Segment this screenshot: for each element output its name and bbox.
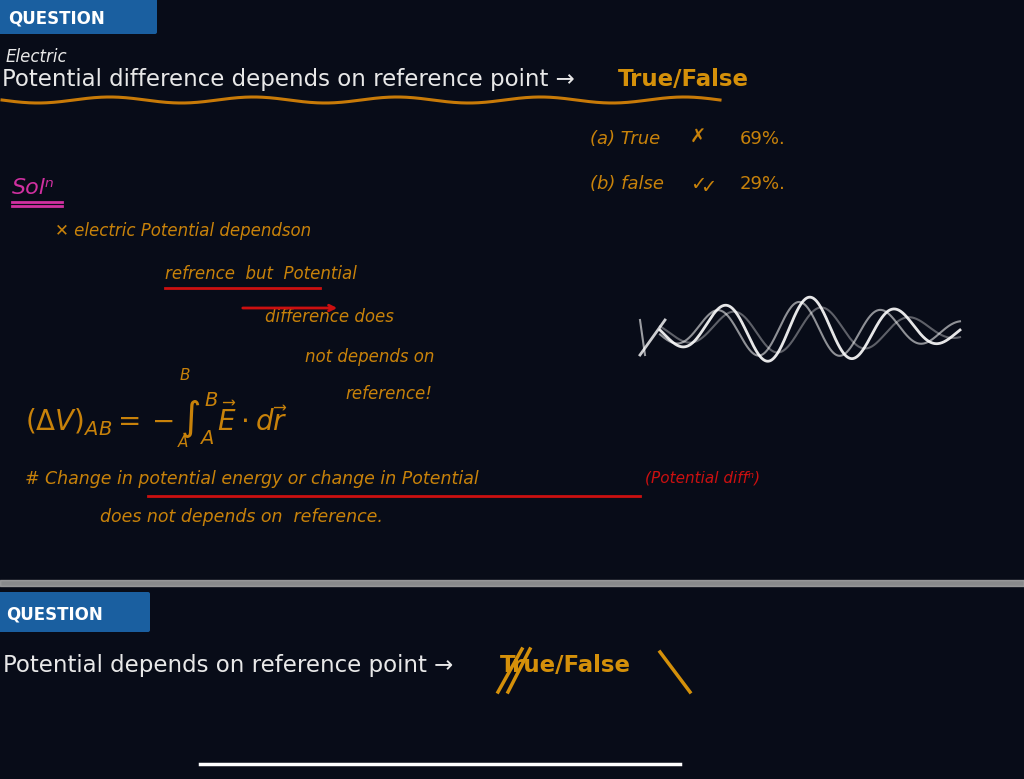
Text: 69%.: 69%. xyxy=(740,130,785,148)
Text: (Potential diffⁿ): (Potential diffⁿ) xyxy=(645,470,760,485)
Text: A: A xyxy=(178,435,188,450)
Text: (a) True: (a) True xyxy=(590,130,660,148)
FancyBboxPatch shape xyxy=(0,0,157,34)
Text: Potential difference depends on reference point →: Potential difference depends on referenc… xyxy=(2,68,582,91)
Text: # Change in potential energy or change in Potential: # Change in potential energy or change i… xyxy=(25,470,479,488)
Text: reference!: reference! xyxy=(345,385,432,403)
Text: True/False: True/False xyxy=(618,68,749,91)
Text: Potential depends on reference point →: Potential depends on reference point → xyxy=(3,654,461,677)
Text: Electric: Electric xyxy=(6,48,68,66)
Text: ✕ electric Potential dependson: ✕ electric Potential dependson xyxy=(55,222,311,240)
Text: Solⁿ: Solⁿ xyxy=(12,178,54,198)
Text: True/False: True/False xyxy=(500,654,631,677)
Text: $\left(\Delta V\right)_{AB} = -\int_A^B \vec{E} \cdot d\vec{r}$: $\left(\Delta V\right)_{AB} = -\int_A^B … xyxy=(25,390,288,446)
Text: (b) false: (b) false xyxy=(590,175,664,193)
FancyBboxPatch shape xyxy=(0,592,150,632)
Text: 29%.: 29%. xyxy=(740,175,785,193)
Text: ✗: ✗ xyxy=(690,128,707,147)
Text: B: B xyxy=(180,368,190,383)
Text: not depends on: not depends on xyxy=(305,348,434,366)
Text: ✓: ✓ xyxy=(690,175,707,194)
Text: QUESTION: QUESTION xyxy=(6,605,102,623)
Text: difference does: difference does xyxy=(265,308,394,326)
Text: does not depends on  reference.: does not depends on reference. xyxy=(100,508,383,526)
Text: QUESTION: QUESTION xyxy=(8,9,104,27)
Text: refrence  but  Potential: refrence but Potential xyxy=(165,265,357,283)
Text: ✓: ✓ xyxy=(700,178,717,197)
